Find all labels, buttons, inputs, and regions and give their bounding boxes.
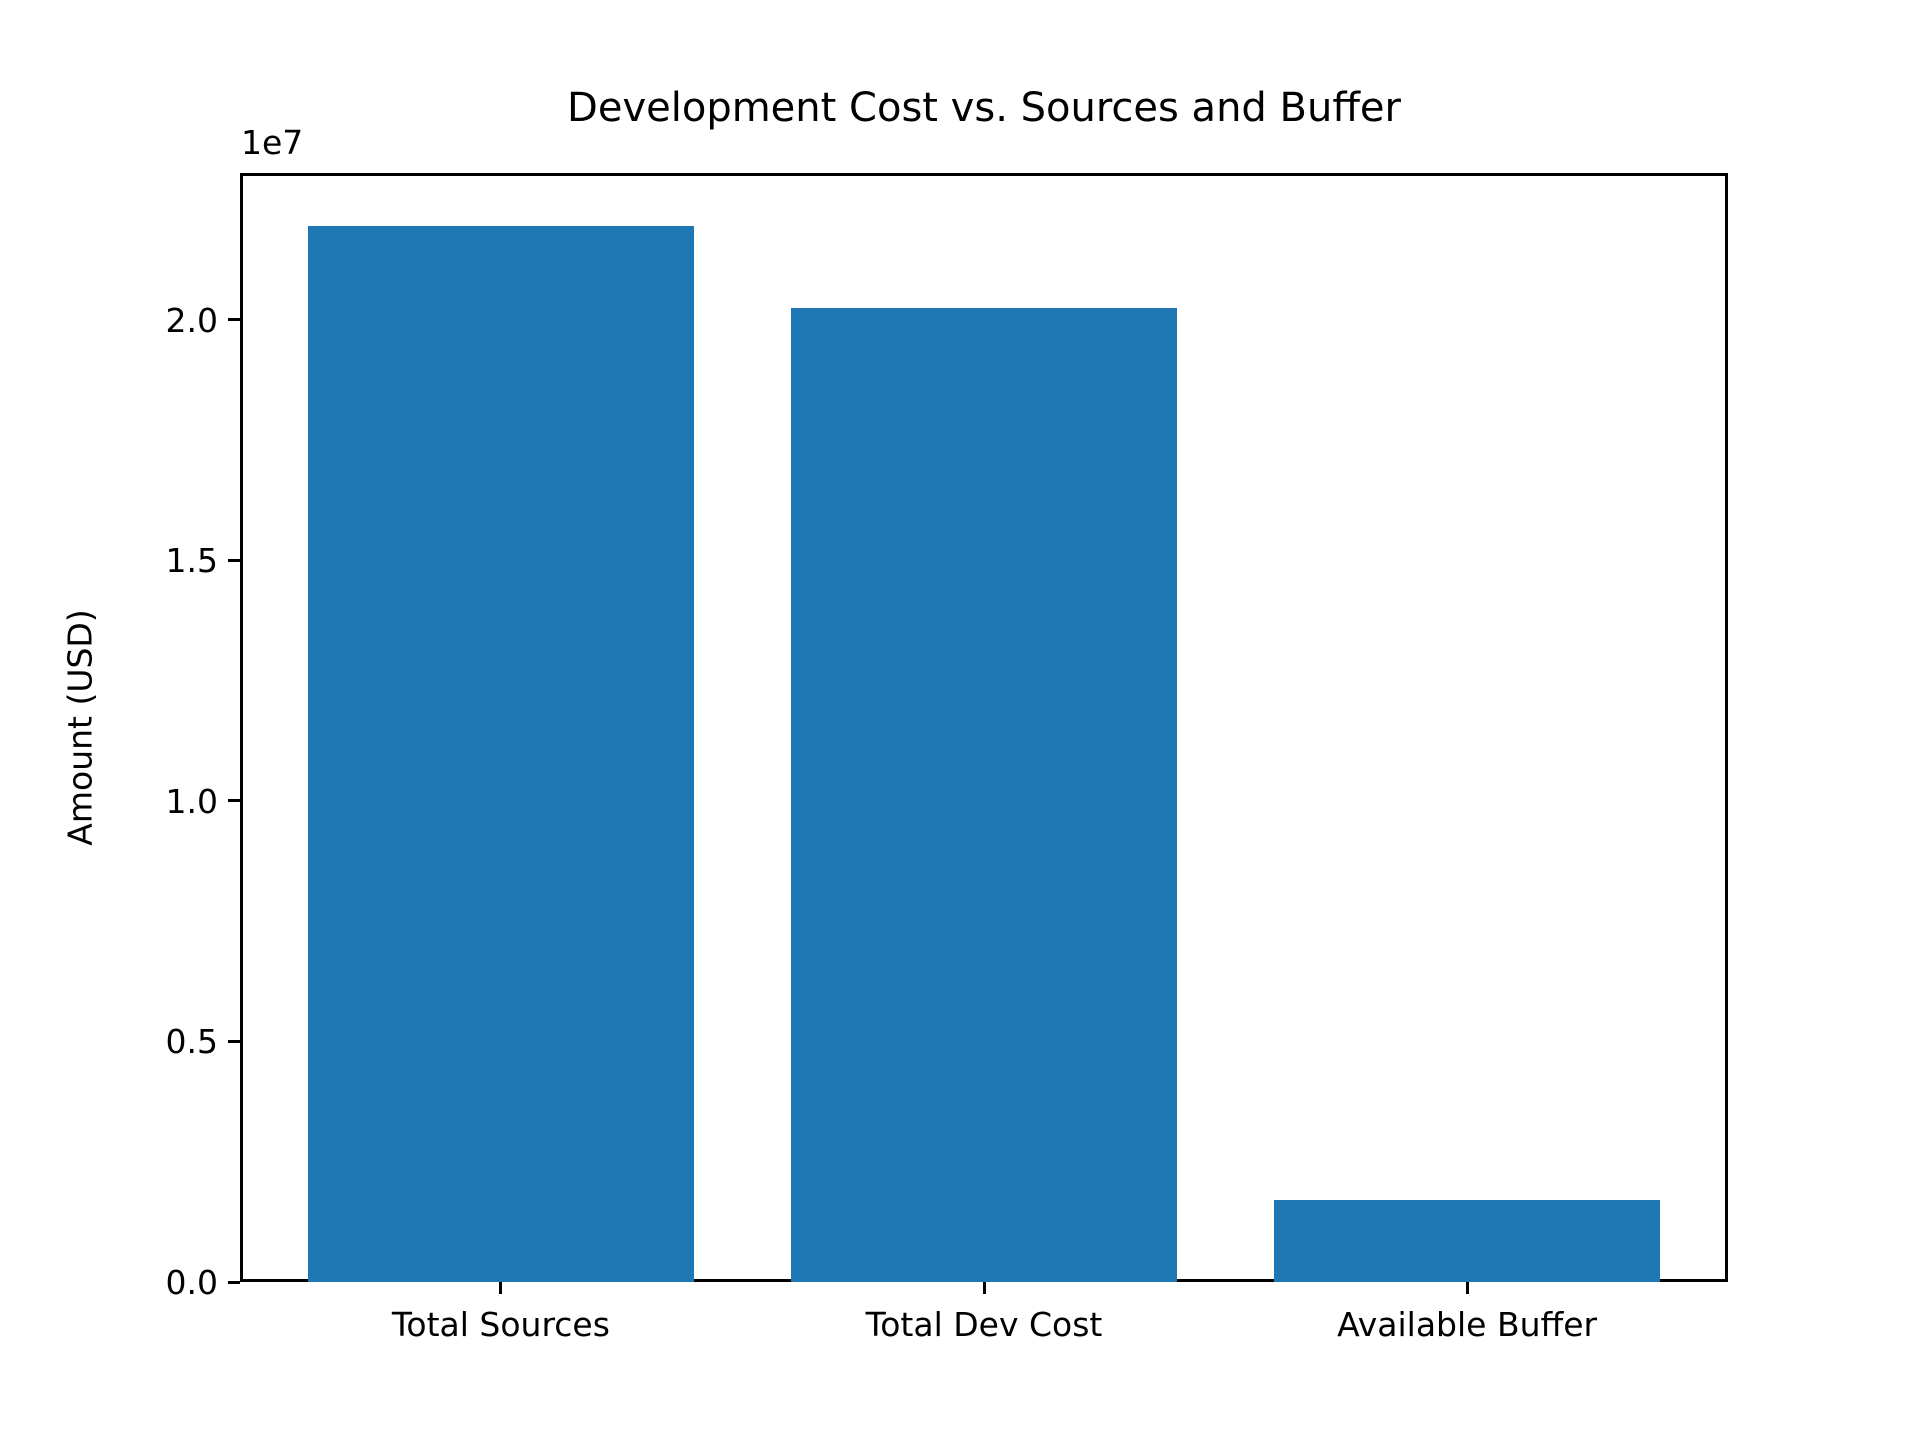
bar-total-dev-cost	[790, 307, 1178, 1282]
y-tick-label: 1.5	[165, 541, 218, 581]
x-tick-label-available-buffer: Available Buffer	[1337, 1305, 1598, 1344]
bar-total-sources	[307, 225, 695, 1282]
y-axis-label: Amount (USD)	[60, 609, 100, 846]
x-axis-tick	[982, 1282, 986, 1294]
y-axis-tick	[228, 1039, 240, 1043]
y-axis-label-container: Amount (USD)	[56, 173, 104, 1282]
y-axis-tick	[228, 799, 240, 803]
y-tick-label: 2.0	[165, 300, 218, 340]
y-tick-label: 0.0	[165, 1263, 218, 1302]
chart-title: Development Cost vs. Sources and Buffer	[567, 85, 1401, 131]
x-axis-tick	[499, 1282, 503, 1294]
plot-area	[240, 173, 1728, 1282]
bar-available-buffer	[1273, 1200, 1661, 1282]
x-axis-tick	[1465, 1282, 1469, 1294]
y-axis-offset-label: 1e7	[241, 123, 304, 162]
y-tick-label: 1.0	[165, 781, 218, 821]
x-tick-label-total-sources: Total Sources	[391, 1305, 610, 1344]
y-axis-tick	[228, 1280, 240, 1284]
y-axis-tick	[228, 558, 240, 562]
y-tick-label: 0.5	[165, 1022, 218, 1062]
y-axis-tick	[228, 318, 240, 322]
x-tick-label-total-dev-cost: Total Dev Cost	[865, 1305, 1103, 1344]
